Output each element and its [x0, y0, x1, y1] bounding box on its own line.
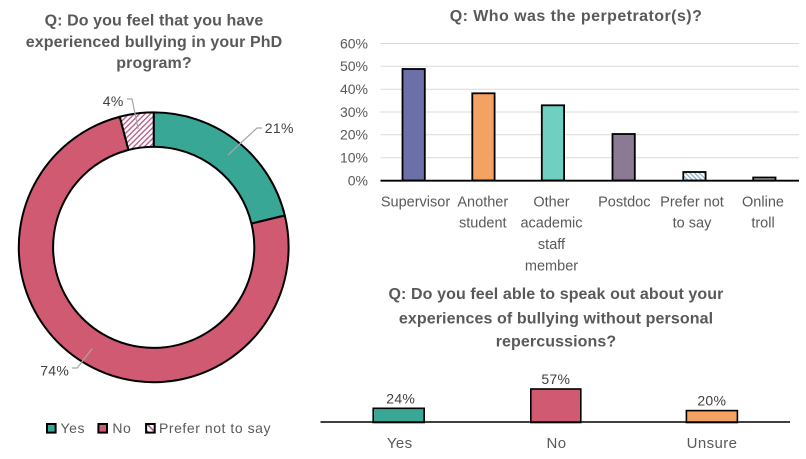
svg-text:24%: 24% [386, 390, 415, 406]
svg-text:21%: 21% [265, 120, 294, 136]
svg-text:Another: Another [457, 194, 508, 210]
svg-text:Supervisor: Supervisor [381, 194, 450, 210]
svg-text:member: member [525, 258, 578, 274]
svg-text:10%: 10% [340, 150, 368, 166]
svg-text:troll: troll [751, 216, 774, 232]
svg-text:Yes: Yes [61, 420, 86, 436]
svg-text:57%: 57% [541, 371, 570, 387]
svg-text:40%: 40% [340, 81, 368, 97]
svg-text:Q: Do you feel able to speak o: Q: Do you feel able to speak out about y… [388, 286, 723, 303]
svg-text:4%: 4% [103, 93, 124, 109]
svg-text:academic: academic [520, 216, 582, 232]
svg-text:Yes: Yes [387, 435, 413, 452]
svg-text:Prefer not to say: Prefer not to say [159, 420, 271, 436]
svg-text:repercussions?: repercussions? [496, 333, 617, 350]
svg-text:50%: 50% [340, 58, 368, 74]
svg-text:0%: 0% [348, 173, 368, 189]
svg-text:experiences of bullying withou: experiences of bullying without personal [399, 310, 713, 327]
svg-text:Online: Online [742, 194, 784, 210]
svg-text:30%: 30% [340, 104, 368, 120]
svg-text:to say: to say [673, 216, 712, 232]
svg-text:program?: program? [116, 55, 191, 72]
svg-text:Postdoc: Postdoc [598, 194, 650, 210]
svg-text:74%: 74% [40, 362, 69, 378]
svg-text:Q: Who was the perpetrator(s)?: Q: Who was the perpetrator(s)? [450, 8, 703, 25]
svg-text:Prefer not: Prefer not [660, 194, 724, 210]
svg-text:staff: staff [538, 237, 566, 253]
svg-text:No: No [547, 435, 567, 452]
svg-text:Unsure: Unsure [687, 435, 738, 452]
svg-text:20%: 20% [340, 127, 368, 143]
svg-text:Q: Do you feel that you have: Q: Do you feel that you have [45, 13, 264, 30]
svg-text:No: No [112, 420, 131, 436]
svg-text:experienced bullying in your P: experienced bullying in your PhD [26, 34, 283, 51]
svg-text:Other: Other [533, 194, 569, 210]
svg-text:student: student [459, 216, 507, 232]
svg-text:60%: 60% [340, 35, 368, 51]
svg-text:20%: 20% [697, 393, 726, 409]
